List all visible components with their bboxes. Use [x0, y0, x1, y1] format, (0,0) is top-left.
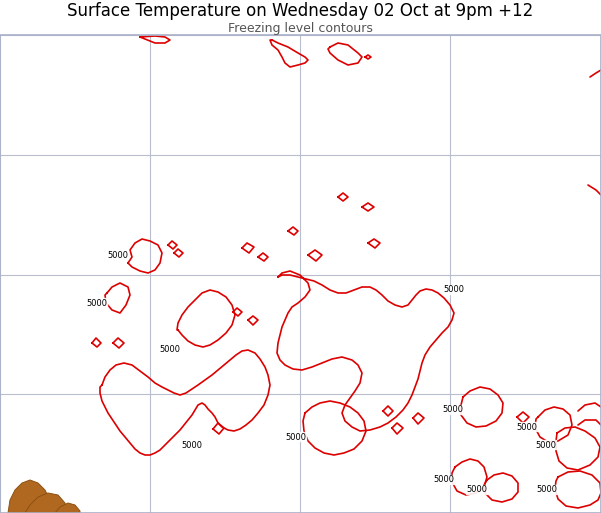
Text: 5000: 5000 — [433, 476, 454, 484]
Text: 5000: 5000 — [444, 286, 465, 294]
Text: 5000: 5000 — [466, 485, 487, 495]
Text: 5000: 5000 — [516, 423, 537, 431]
Text: 5000: 5000 — [182, 441, 203, 449]
Text: 5000: 5000 — [535, 441, 557, 449]
Polygon shape — [55, 503, 80, 513]
Text: 5000: 5000 — [442, 405, 463, 415]
Text: Freezing level contours: Freezing level contours — [228, 22, 373, 35]
Text: 5000: 5000 — [108, 250, 129, 260]
Text: 5000: 5000 — [159, 345, 180, 354]
Text: Surface Temperature on Wednesday 02 Oct at 9pm +12: Surface Temperature on Wednesday 02 Oct … — [67, 2, 534, 20]
Text: 5000: 5000 — [87, 299, 108, 307]
Text: 5000: 5000 — [537, 485, 558, 495]
Polygon shape — [8, 480, 52, 513]
Text: 5000: 5000 — [285, 432, 307, 442]
Polygon shape — [25, 493, 68, 513]
